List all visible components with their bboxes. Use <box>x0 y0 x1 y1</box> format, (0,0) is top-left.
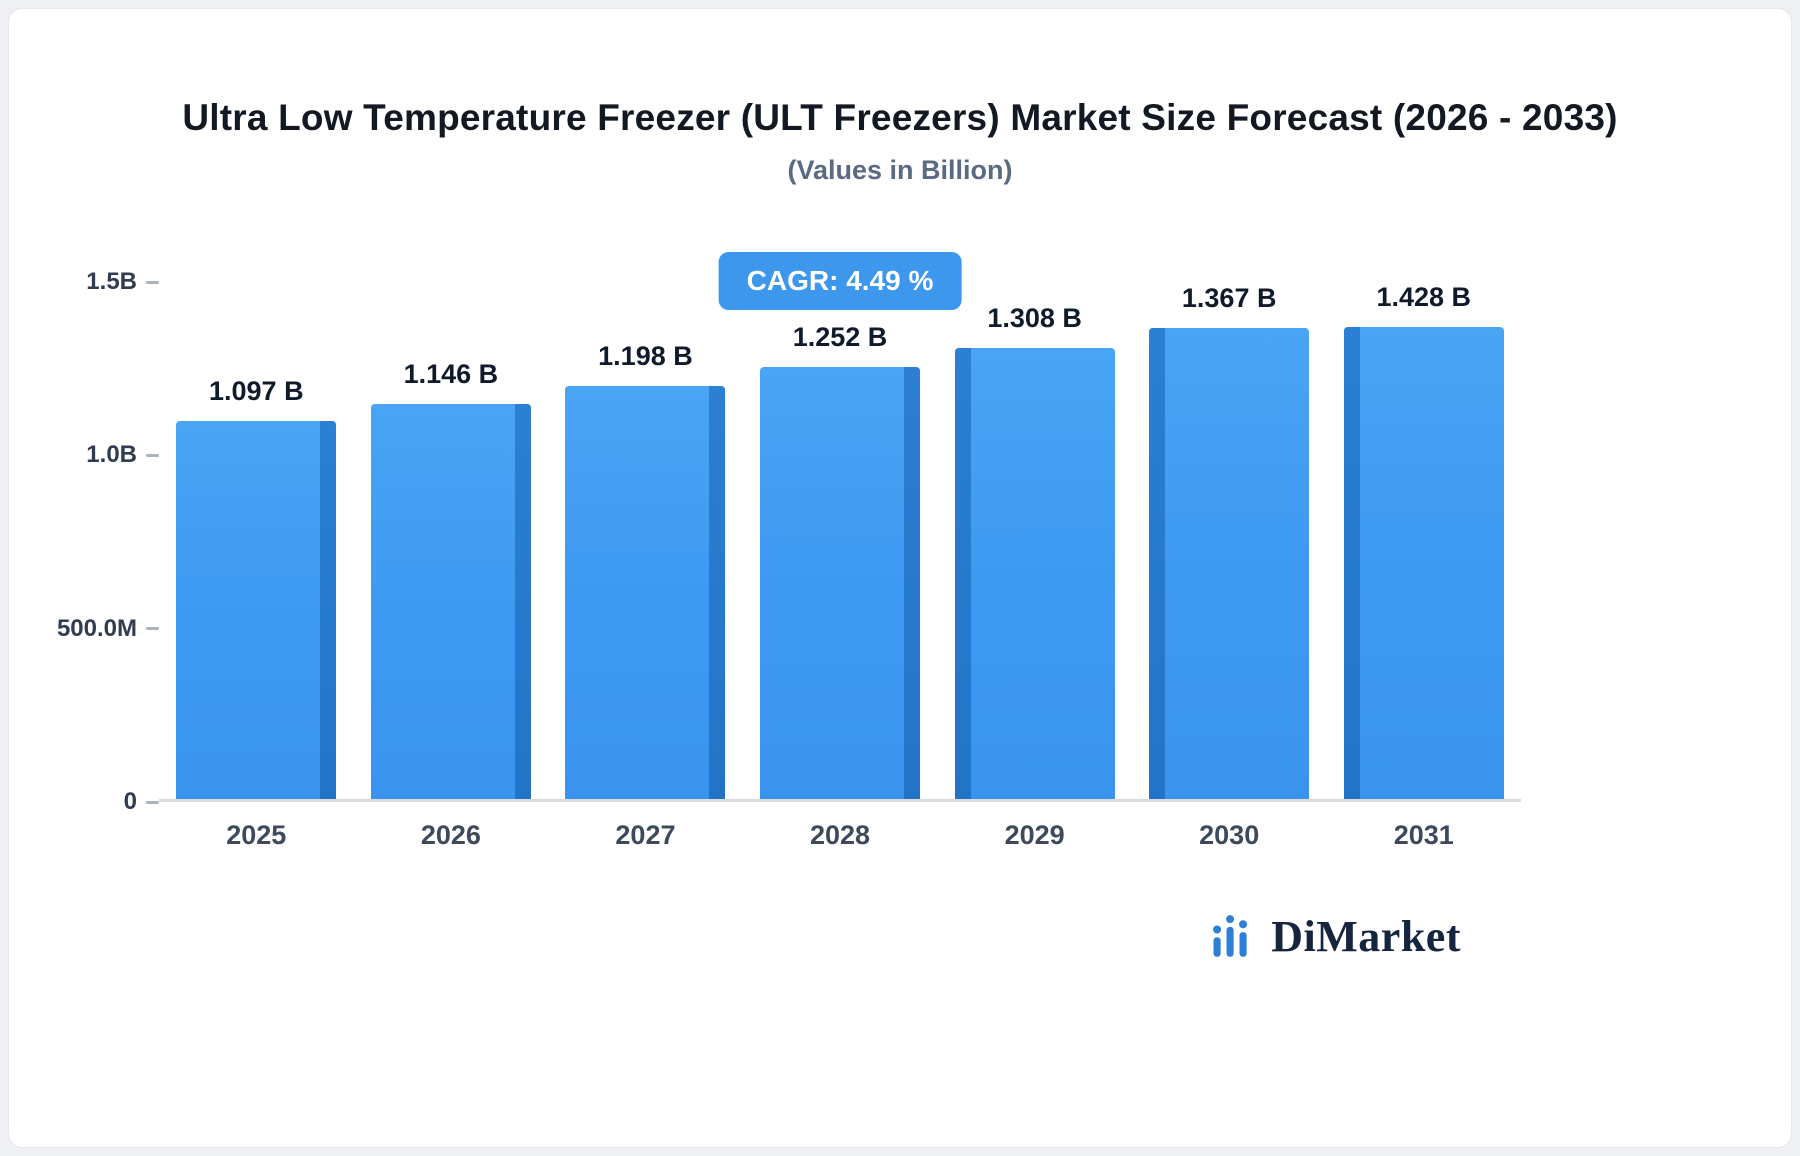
bar-side-face <box>514 404 531 799</box>
mini-bar-chart-icon <box>1213 915 1248 957</box>
x-axis-label: 2026 <box>420 820 481 850</box>
y-tick-label: 1.5B <box>86 268 137 295</box>
y-tick-label: 1.0B <box>86 441 137 469</box>
y-tick-label: 0 <box>123 788 137 815</box>
chart-title: Ultra Low Temperature Freezer (ULT Freez… <box>182 97 1618 138</box>
y-tick: 1.5B <box>86 268 159 296</box>
bar-2031[interactable] <box>1343 327 1504 799</box>
y-tick: 500.0M <box>57 615 159 643</box>
y-tick: 0 <box>124 788 159 816</box>
bar-2025[interactable] <box>176 420 337 799</box>
y-tick-mark <box>146 453 159 457</box>
bar-2030[interactable] <box>1149 327 1310 799</box>
x-axis-label: 2029 <box>1004 820 1065 850</box>
x-axis-label: 2028 <box>809 820 871 850</box>
x-axis: 2025 2026 2027 2028 2029 2030 2031 <box>159 802 1521 851</box>
y-tick-mark <box>146 627 159 631</box>
bar-side-face <box>1149 327 1166 799</box>
x-axis-label: 2027 <box>615 820 676 850</box>
bar-value-label: 1.146 B <box>403 359 499 390</box>
bar-group: 1.252 B <box>743 282 938 799</box>
bar-group: 1.367 B <box>1132 282 1327 799</box>
bar-group: 1.097 B <box>159 282 354 799</box>
bar-side-face <box>954 348 971 799</box>
x-axis-label: 2030 <box>1199 820 1260 850</box>
bar-group: 1.308 B <box>937 282 1132 799</box>
y-tick-mark <box>146 800 159 804</box>
bar-value-label: 1.308 B <box>987 303 1082 334</box>
x-axis-label: 2025 <box>226 820 287 850</box>
brand-name: DiMarket <box>1271 911 1461 961</box>
bar-side-face <box>904 367 921 799</box>
cagr-badge: CAGR: 4.49 % <box>718 252 962 310</box>
chart-subtitle: (Values in Billion) <box>787 155 1013 185</box>
y-tick-mark <box>146 280 159 284</box>
bar-2029[interactable] <box>954 348 1115 799</box>
y-tick-label: 500.0M <box>56 614 137 642</box>
bar-value-label: 1.198 B <box>598 341 693 372</box>
bar-2028[interactable] <box>760 367 921 799</box>
brand-logo: DiMarket <box>1207 910 1461 962</box>
chart-card: Ultra Low Temperature Freezer (ULT Freez… <box>8 8 1792 1148</box>
bar-value-label: 1.367 B <box>1181 282 1277 313</box>
bar-group: 1.428 B <box>1326 282 1521 799</box>
bar-2026[interactable] <box>370 404 531 799</box>
plot-area: 1.097 B 1.146 B 1.198 B 1.252 B 1.308 B 1.367… <box>159 282 1521 802</box>
bar-2027[interactable] <box>565 386 726 799</box>
bar-group: 1.198 B <box>548 282 743 799</box>
bar-value-label: 1.097 B <box>209 375 304 406</box>
bar-group: 1.146 B <box>354 282 549 799</box>
bar-chart: CAGR: 4.49 % 0 500.0M 1.0B 1.5B 1.097 B 1.14… <box>57 252 1731 851</box>
bar-side-face <box>1343 327 1360 799</box>
y-axis: 0 500.0M 1.0B 1.5B <box>57 268 159 815</box>
y-tick: 1.0B <box>86 441 159 469</box>
bar-side-face <box>709 386 726 799</box>
bar-value-label: 1.428 B <box>1376 282 1472 312</box>
bar-side-face <box>320 420 337 799</box>
x-axis-label: 2031 <box>1393 820 1454 850</box>
bar-value-label: 1.252 B <box>792 322 888 353</box>
chart-row: 0 500.0M 1.0B 1.5B 1.097 B 1.146 B 1.198 B 1.2… <box>57 268 1521 815</box>
